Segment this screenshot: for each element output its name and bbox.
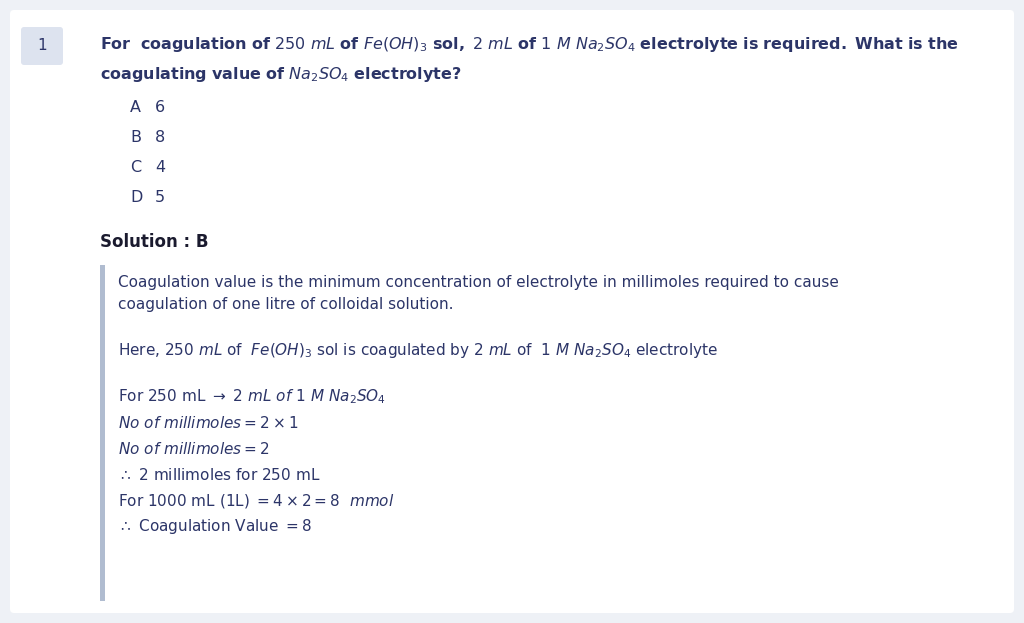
Text: $\therefore$ Coagulation Value $= 8$: $\therefore$ Coagulation Value $= 8$ [118,518,312,536]
Text: B: B [130,130,141,146]
Text: A: A [130,100,141,115]
Text: Coagulation value is the minimum concentration of electrolyte in millimoles requ: Coagulation value is the minimum concent… [118,275,839,290]
Text: 1: 1 [37,39,47,54]
Text: C: C [130,161,141,176]
Text: $\therefore$ 2 millimoles for 250 mL: $\therefore$ 2 millimoles for 250 mL [118,467,321,483]
FancyBboxPatch shape [10,10,1014,613]
Text: D: D [130,191,142,206]
FancyBboxPatch shape [22,27,63,65]
Text: coagulation of one litre of colloidal solution.: coagulation of one litre of colloidal so… [118,298,454,313]
Text: 5: 5 [155,191,165,206]
Text: 8: 8 [155,130,165,146]
Text: For 250 mL $\rightarrow$ $2\ \mathit{mL}\ \mathit{of}\ 1\ \mathit{M}\ \mathit{Na: For 250 mL $\rightarrow$ $2\ \mathit{mL}… [118,388,386,406]
Text: $\mathbf{For\ \ coagulation\ of}$$\ 250\ \mathit{mL}\ $$\mathbf{of}$$\ \mathit{F: $\mathbf{For\ \ coagulation\ of}$$\ 250\… [100,34,958,54]
Text: For 1000 mL (1L) $= 4 \times 2 = 8\ \ \mathit{mmol}$: For 1000 mL (1L) $= 4 \times 2 = 8\ \ \m… [118,492,394,510]
Text: $\mathit{No\ of\ millimoles} = 2 \times 1$: $\mathit{No\ of\ millimoles} = 2 \times … [118,415,298,431]
Text: $\mathit{No\ of\ millimoles} = 2$: $\mathit{No\ of\ millimoles} = 2$ [118,441,269,457]
Bar [100,265,105,601]
Text: 4: 4 [155,161,165,176]
Text: Here, $250\ \mathit{mL}$ of  $\mathit{Fe(OH)_3}$ sol is coagulated by $2\ \mathi: Here, $250\ \mathit{mL}$ of $\mathit{Fe(… [118,341,718,361]
Text: Solution : B: Solution : B [100,233,209,251]
Text: 6: 6 [155,100,165,115]
Text: $\mathbf{coagulating\ value\ of}$$\ \mathit{Na_2SO_4}\ $$\mathbf{electrolyte?}$: $\mathbf{coagulating\ value\ of}$$\ \mat… [100,65,462,83]
